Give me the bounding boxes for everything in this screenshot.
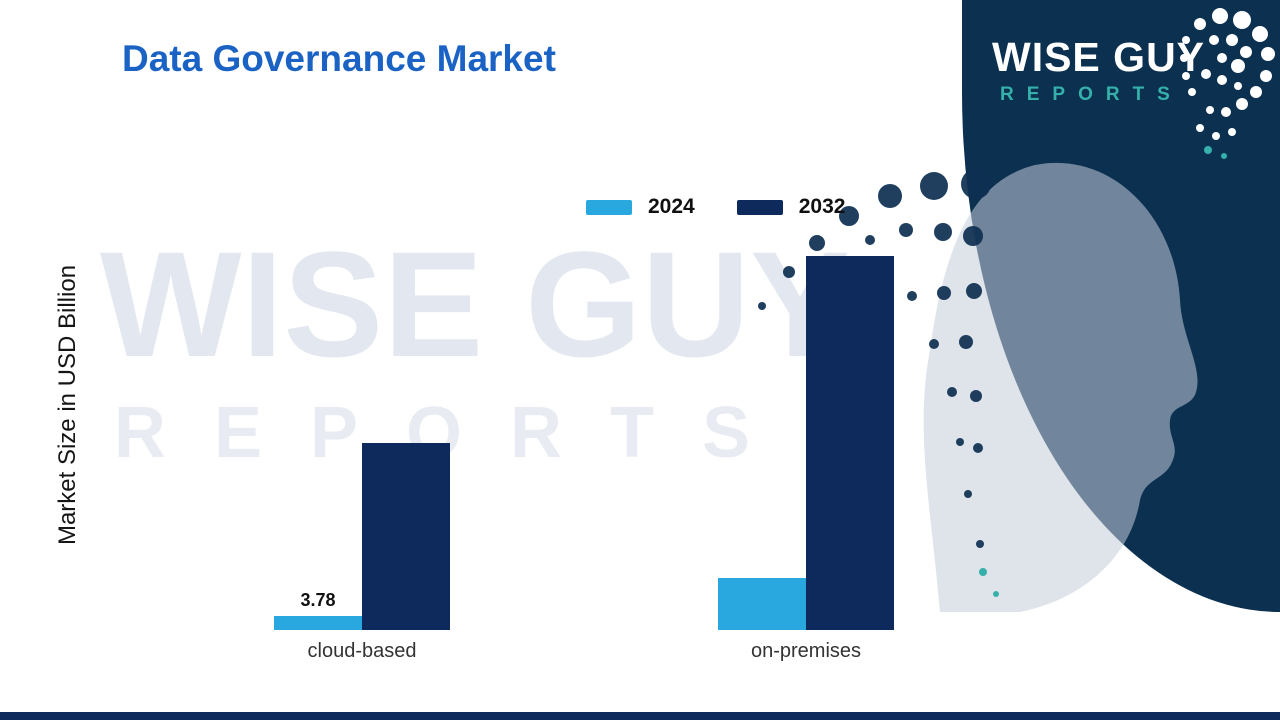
bar-2024-on-premises xyxy=(718,578,806,630)
bar-group-on-premises: on-premises xyxy=(718,252,894,663)
page-title: Data Governance Market xyxy=(122,38,556,79)
brand-name: WISE GUY xyxy=(992,34,1206,80)
bar-2032-on-premises xyxy=(806,256,894,630)
legend-item-2024: 2024 xyxy=(586,195,695,219)
legend-swatch xyxy=(586,199,632,215)
category-label: on-premises xyxy=(750,640,862,662)
brand-block: WISE GUY REPORTS xyxy=(962,0,1280,612)
chart-legend: 2024 2032 xyxy=(586,195,845,219)
watermark-line1: WISE GUY xyxy=(100,220,851,388)
bar-value-label: 3.78 xyxy=(300,590,336,610)
legend-label: 2024 xyxy=(648,195,695,218)
y-axis-label: Market Size in USD Billion xyxy=(54,264,81,546)
legend-swatch xyxy=(736,199,783,215)
plot-area: 3.78 cloud-based on-premises xyxy=(274,252,894,663)
footer-strip xyxy=(0,712,1280,720)
bar-2032-cloud-based xyxy=(362,443,450,630)
bar-group-cloud-based: 3.78 cloud-based xyxy=(274,252,450,663)
legend-label: 2032 xyxy=(798,195,846,218)
category-label: cloud-based xyxy=(307,640,417,662)
legend-item-2032: 2032 xyxy=(736,195,846,219)
bar-2024-cloud-based xyxy=(274,616,362,630)
brand-subtitle: REPORTS xyxy=(1000,84,1183,105)
